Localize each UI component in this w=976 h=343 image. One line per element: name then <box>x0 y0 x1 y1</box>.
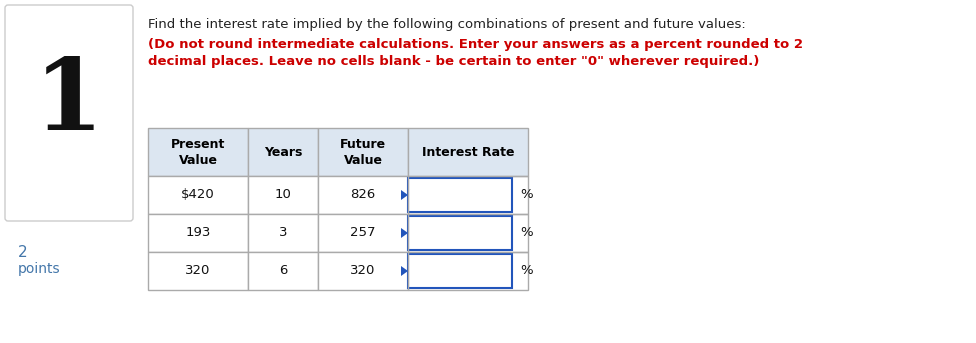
Text: 3: 3 <box>279 226 287 239</box>
Polygon shape <box>401 190 408 200</box>
Text: 257: 257 <box>350 226 376 239</box>
Text: Years: Years <box>264 145 303 158</box>
Bar <box>148 176 248 214</box>
Text: 1: 1 <box>34 55 103 152</box>
Bar <box>408 178 512 212</box>
Text: %: % <box>520 189 533 201</box>
Polygon shape <box>401 266 408 276</box>
Bar <box>248 128 318 176</box>
Text: 320: 320 <box>350 264 376 277</box>
Text: 320: 320 <box>185 264 211 277</box>
Bar <box>408 254 512 288</box>
Bar <box>318 252 408 290</box>
Bar <box>248 176 318 214</box>
Bar <box>148 214 248 252</box>
Text: 2: 2 <box>18 245 27 260</box>
Bar <box>248 252 318 290</box>
Text: 193: 193 <box>185 226 211 239</box>
Polygon shape <box>401 228 408 238</box>
Text: (Do not round intermediate calculations. Enter your answers as a percent rounded: (Do not round intermediate calculations.… <box>148 38 803 68</box>
Text: Find the interest rate implied by the following combinations of present and futu: Find the interest rate implied by the fo… <box>148 18 746 31</box>
Bar <box>148 252 248 290</box>
FancyBboxPatch shape <box>5 5 133 221</box>
Bar <box>408 176 528 214</box>
Text: $420: $420 <box>182 189 215 201</box>
Bar <box>148 128 248 176</box>
Bar <box>408 216 512 250</box>
Bar <box>408 128 528 176</box>
Bar <box>318 214 408 252</box>
Bar <box>318 176 408 214</box>
Text: 6: 6 <box>279 264 287 277</box>
Text: Interest Rate: Interest Rate <box>422 145 514 158</box>
Text: %: % <box>520 226 533 239</box>
Bar <box>248 214 318 252</box>
Bar <box>318 128 408 176</box>
Bar <box>408 214 528 252</box>
Text: 826: 826 <box>350 189 376 201</box>
Text: 10: 10 <box>274 189 292 201</box>
Text: Future
Value: Future Value <box>340 138 386 166</box>
Bar <box>408 252 528 290</box>
Text: points: points <box>18 262 61 276</box>
Text: Present
Value: Present Value <box>171 138 225 166</box>
Text: %: % <box>520 264 533 277</box>
